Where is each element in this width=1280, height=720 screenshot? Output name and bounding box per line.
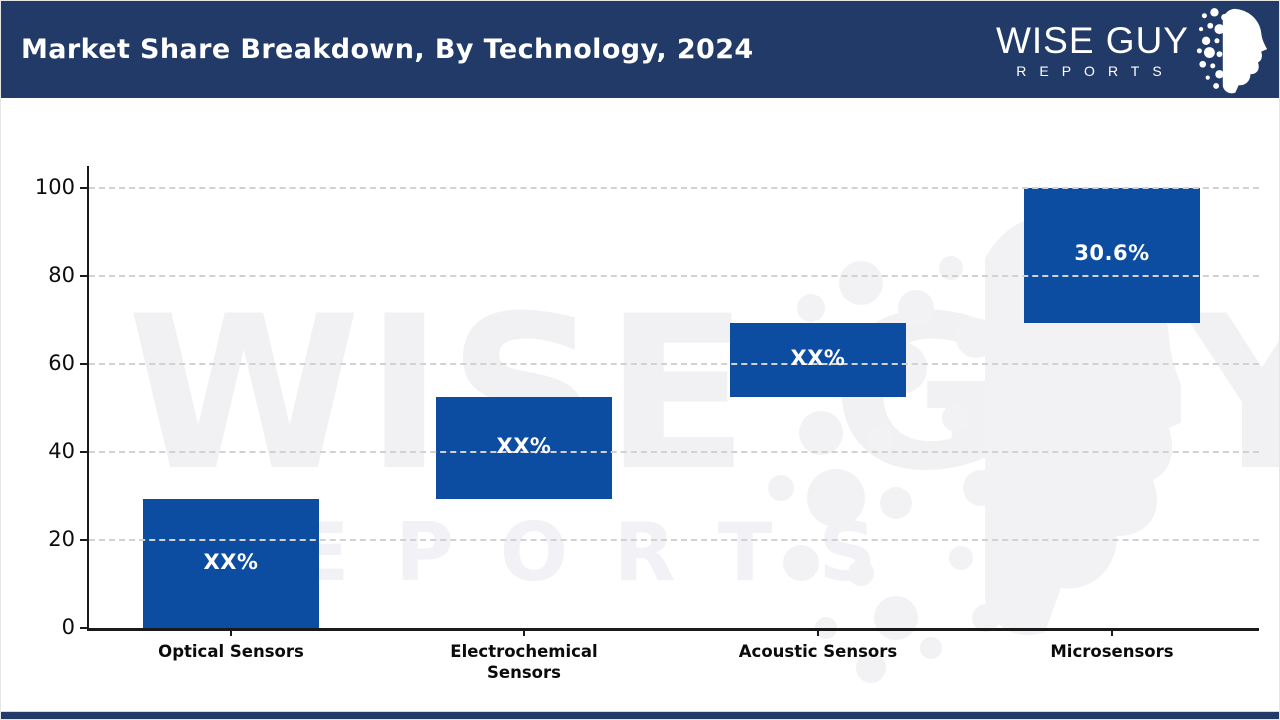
bar-value-label: 30.6%	[1074, 241, 1150, 266]
x-tick-mark	[817, 628, 819, 636]
y-axis-spine	[87, 166, 89, 630]
logo-face-icon	[1196, 7, 1268, 93]
bar-1	[143, 499, 319, 628]
x-tick-mark	[1111, 628, 1113, 636]
y-tick-mark	[80, 275, 87, 277]
bar-value-label: XX%	[496, 434, 552, 459]
gridline	[89, 187, 1259, 189]
x-category-label: Optical Sensors	[158, 642, 304, 661]
gridline	[89, 451, 1259, 453]
y-tick-label: 40	[48, 439, 75, 463]
bar-value-label: XX%	[203, 549, 259, 574]
y-tick-mark	[80, 363, 87, 365]
bar-2	[436, 397, 612, 500]
gridline	[89, 363, 1259, 365]
chart-area: WISE GUY REPORTS 0 20 40 60 80 100 XX% Optical …	[1, 98, 1279, 714]
x-category-label: Acoustic Sensors	[738, 642, 898, 661]
y-tick-label: 60	[48, 351, 75, 375]
y-tick-mark	[80, 451, 87, 453]
gridline	[89, 275, 1259, 277]
x-category-label: Microsensors	[1050, 642, 1174, 661]
x-tick-mark	[230, 628, 232, 636]
y-tick-mark	[80, 187, 87, 189]
header-bar: Market Share Breakdown, By Technology, 2…	[1, 1, 1279, 98]
y-tick-label: 20	[48, 527, 75, 551]
logo-wordmark-line2: REPORTS	[1016, 62, 1175, 79]
y-tick-label: 80	[48, 263, 75, 287]
logo-wordmark: WISE GUY REPORTS	[996, 22, 1189, 78]
wise-guy-logo: WISE GUY REPORTS	[996, 4, 1271, 96]
x-axis-spine	[87, 628, 1259, 631]
page-title: Market Share Breakdown, By Technology, 2…	[21, 34, 754, 65]
footer-bar	[1, 711, 1279, 719]
y-tick-mark	[80, 539, 87, 541]
bar-value-label: XX%	[790, 346, 846, 371]
x-category-label: Electrochemical Sensors	[450, 642, 598, 682]
y-tick-label: 100	[34, 175, 75, 199]
y-tick-label: 0	[61, 615, 75, 639]
gridline	[89, 539, 1259, 541]
y-tick-mark	[80, 627, 87, 629]
logo-wordmark-line1: WISE GUY	[995, 19, 1189, 61]
x-tick-mark	[523, 628, 525, 636]
